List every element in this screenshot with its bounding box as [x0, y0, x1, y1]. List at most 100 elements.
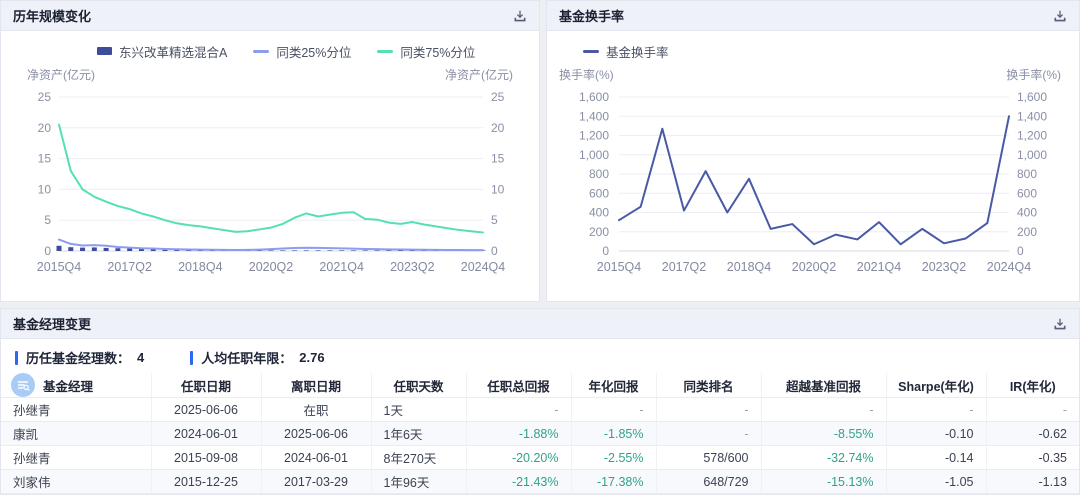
- download-icon-glyph: [1054, 318, 1066, 329]
- chart-legend-turnover: 基金换手率: [547, 39, 1079, 63]
- download-icon-glyph: [1054, 10, 1066, 21]
- legend-line-swatch-icon: [377, 49, 394, 53]
- y-tick-label-right: 20: [491, 121, 505, 135]
- bar: [197, 250, 203, 251]
- bar: [268, 250, 274, 251]
- cell-rank: -: [656, 397, 762, 422]
- bar: [292, 250, 298, 251]
- bar: [362, 250, 368, 251]
- y-axis-name-right: 换手率(%): [1006, 67, 1061, 82]
- bar: [162, 249, 168, 251]
- y-tick-label-left: 25: [38, 90, 52, 104]
- top-row: 历年规模变化 东兴改革精选混合A 同类25%分位 同类75%分位 净资产(亿元) 净资…: [0, 0, 1080, 302]
- line-series: [58, 123, 484, 234]
- bar: [127, 248, 133, 251]
- col-header-6: 同类排名: [656, 373, 762, 398]
- cell-ir: -1.13: [986, 469, 1079, 494]
- cell-total_return: -1.88%: [466, 421, 572, 446]
- manager-stats: 历任基金经理数： 4 人均任职年限： 2.76: [1, 339, 1079, 373]
- x-tick-label: 2021Q4: [319, 260, 364, 274]
- download-icon[interactable]: [1053, 9, 1067, 23]
- x-tick-label: 2023Q2: [390, 260, 435, 274]
- legend-bar-swatch-icon: [97, 47, 112, 55]
- bar: [138, 248, 144, 251]
- cell-end: 2024-06-01: [261, 445, 372, 470]
- panel-manager-change: 基金经理变更 历任基金经理数： 4 人均任职年限： 2.76 基金经理 任职日期离…: [0, 308, 1080, 495]
- y-tick-label-left: 10: [38, 182, 52, 196]
- list-search-icon[interactable]: [11, 373, 35, 397]
- download-icon[interactable]: [513, 9, 527, 23]
- cell-annual_return: -17.38%: [571, 469, 657, 494]
- y-tick-label-right: 1,000: [1017, 148, 1047, 162]
- panel-manager-header: 基金经理变更: [1, 309, 1079, 339]
- cell-annual_return: -1.85%: [571, 421, 657, 446]
- cell-start: 2015-12-25: [151, 469, 262, 494]
- col-header-3: 任职天数: [371, 373, 467, 398]
- y-tick-label-right: 200: [1017, 225, 1037, 239]
- x-tick-label: 2024Q4: [987, 260, 1032, 274]
- line-series: [58, 238, 484, 252]
- scale-history-chart: 净资产(亿元) 净资产(亿元) 0 0 5 5 10 10 15 15 20 20 25 25 2015Q4…: [27, 67, 513, 274]
- panel-scale-header: 历年规模变化: [1, 1, 539, 31]
- bar: [398, 250, 404, 251]
- page-title-scale: 历年规模变化: [13, 9, 92, 24]
- y-tick-label-right: 1,600: [1017, 90, 1047, 104]
- col-header-7: 超越基准回报: [761, 373, 887, 398]
- table-row[interactable]: 刘家伟 2015-12-25 2017-03-29 1年96天 -21.43% -17.3…: [1, 469, 1079, 494]
- x-tick-label: 2021Q4: [857, 260, 902, 274]
- cell-sharpe: -0.10: [886, 421, 987, 446]
- y-tick-label-left: 800: [589, 167, 609, 181]
- cell-rank: 578/600: [656, 445, 762, 470]
- y-tick-label-right: 600: [1017, 186, 1037, 200]
- legend-label: 同类75%分位: [400, 45, 476, 60]
- stat-accent-bar: [190, 350, 194, 365]
- y-tick-label-left: 1,400: [579, 109, 609, 123]
- x-tick-label: 2018Q4: [178, 260, 223, 274]
- table-row[interactable]: 孙继青 2015-09-08 2024-06-01 8年270天 -20.20% -2.5…: [1, 445, 1079, 470]
- stat-label: 人均任职年限：: [201, 351, 293, 366]
- bar: [374, 250, 380, 251]
- legend-line-swatch-icon: [253, 49, 270, 53]
- bar: [256, 250, 262, 251]
- bar: [327, 250, 333, 251]
- col-header-9: IR(年化): [986, 373, 1079, 398]
- table-row[interactable]: 康凯 2024-06-01 2025-06-06 1年6天 -1.88% -1.85% - -…: [1, 421, 1079, 446]
- cell-total_return: -20.20%: [466, 445, 572, 470]
- stat-label: 历任基金经理数：: [26, 351, 131, 366]
- x-tick-label: 2020Q2: [792, 260, 837, 274]
- panel-turnover: 基金换手率 基金换手率 换手率(%) 换手率(%) 0 0 200 200 400 400 60…: [546, 0, 1080, 302]
- cell-days: 1天: [371, 397, 467, 422]
- cell-sharpe: -: [886, 397, 987, 422]
- stat-value: 4: [137, 350, 145, 365]
- col-header-8: Sharpe(年化): [886, 373, 987, 398]
- page-title-turnover: 基金换手率: [559, 9, 625, 24]
- download-icon[interactable]: [1053, 317, 1067, 331]
- table-row[interactable]: 孙继青 2025-06-06 在职 1天 - - - - - -: [1, 397, 1079, 422]
- y-tick-label-left: 20: [38, 121, 52, 135]
- legend-label: 基金换手率: [606, 45, 669, 60]
- y-tick-label-left: 15: [38, 152, 52, 166]
- cell-rank: -: [656, 421, 762, 446]
- legend-line-swatch-icon: [583, 49, 599, 53]
- y-tick-label-right: 0: [1017, 244, 1024, 258]
- cell-manager: 刘家伟: [1, 469, 152, 494]
- y-tick-label-right: 5: [491, 213, 498, 227]
- y-tick-label-right: 10: [491, 182, 505, 196]
- y-tick-label-left: 600: [589, 186, 609, 200]
- legend-item[interactable]: 同类25%分位: [253, 42, 351, 61]
- legend-item[interactable]: 基金换手率: [583, 42, 669, 61]
- x-tick-label: 2023Q2: [922, 260, 967, 274]
- y-tick-label-right: 1,400: [1017, 109, 1047, 123]
- x-tick-label: 2017Q2: [662, 260, 707, 274]
- cell-excess_return: -8.55%: [761, 421, 887, 446]
- bar: [315, 250, 321, 251]
- stat-accent-bar: [15, 350, 18, 365]
- legend-item[interactable]: 同类75%分位: [377, 42, 475, 61]
- y-axis-name-right: 净资产(亿元): [445, 67, 513, 82]
- legend-item[interactable]: 东兴改革精选混合A: [97, 42, 227, 61]
- table-header-row: 基金经理 任职日期 离职日期 任职天数 任职总回报 年化回报 同类排名 超越基准回报 Sharp…: [1, 373, 1079, 398]
- y-axis-name-left: 换手率(%): [559, 67, 614, 82]
- x-tick-label: 2015Q4: [37, 260, 82, 274]
- cell-start: 2015-09-08: [151, 445, 262, 470]
- y-axis-name-left: 净资产(亿元): [27, 67, 95, 82]
